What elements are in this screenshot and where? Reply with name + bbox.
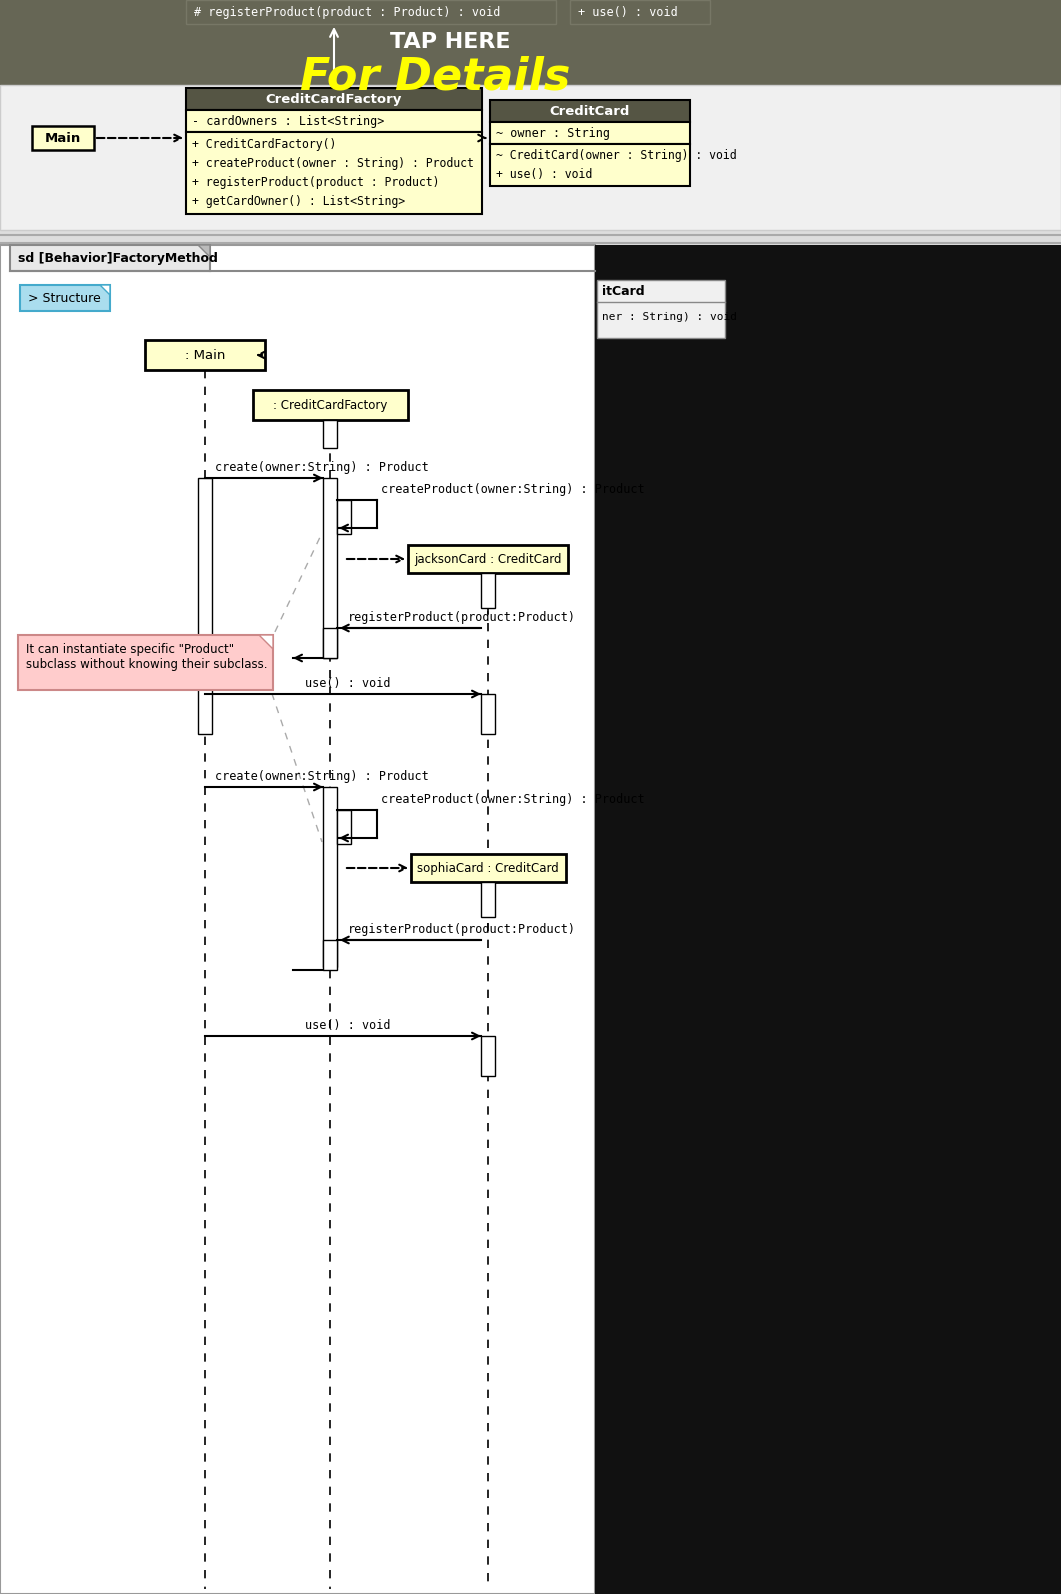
Text: ~ owner : String: ~ owner : String	[495, 126, 610, 140]
Text: itCard: itCard	[602, 284, 645, 298]
Text: jacksonCard : CreditCard: jacksonCard : CreditCard	[414, 553, 561, 566]
Bar	[481, 693, 495, 733]
Bar	[408, 545, 568, 572]
Bar	[0, 234, 1061, 242]
Bar	[481, 881, 495, 917]
Bar	[0, 0, 1061, 215]
Bar	[186, 132, 482, 214]
Text: For Details: For Details	[300, 56, 570, 97]
Bar	[0, 245, 595, 1594]
Text: TAP HERE: TAP HERE	[389, 32, 510, 53]
Text: sophiaCard : CreditCard: sophiaCard : CreditCard	[417, 861, 559, 875]
Bar	[337, 810, 351, 843]
Bar	[10, 245, 210, 271]
Bar	[20, 285, 110, 311]
Text: It can instantiate specific "Product"
subclass without knowing their subclass.: It can instantiate specific "Product" su…	[27, 642, 267, 671]
Bar	[490, 100, 690, 123]
Text: use() : void: use() : void	[305, 1019, 390, 1031]
Polygon shape	[198, 245, 210, 257]
Bar	[323, 419, 337, 448]
Text: > Structure: > Structure	[28, 292, 101, 304]
Text: sd [Behavior]FactoryMethod: sd [Behavior]FactoryMethod	[18, 252, 218, 265]
Text: ner : String) : void: ner : String) : void	[602, 312, 737, 322]
Bar	[186, 110, 482, 132]
Text: + use() : void: + use() : void	[495, 167, 592, 180]
Polygon shape	[259, 634, 273, 649]
Bar	[597, 281, 725, 338]
Text: use() : void: use() : void	[305, 677, 390, 690]
Bar	[186, 88, 482, 110]
Bar	[490, 123, 690, 143]
Text: + getCardOwner() : List<String>: + getCardOwner() : List<String>	[192, 194, 405, 207]
Bar	[323, 940, 337, 971]
Bar	[186, 0, 556, 24]
Text: Main: Main	[45, 131, 81, 145]
Bar	[198, 478, 212, 733]
Bar	[337, 501, 351, 534]
Text: # registerProduct(product : Product) : void: # registerProduct(product : Product) : v…	[194, 5, 501, 19]
Bar	[18, 634, 273, 690]
Text: + registerProduct(product : Product): + registerProduct(product : Product)	[192, 175, 439, 188]
Text: create(owner:String) : Product: create(owner:String) : Product	[215, 770, 429, 783]
Bar	[323, 628, 337, 658]
Text: createProduct(owner:String) : Product: createProduct(owner:String) : Product	[381, 483, 645, 496]
Bar	[145, 340, 265, 370]
Bar	[323, 787, 337, 968]
Bar	[253, 391, 408, 419]
Bar	[570, 0, 710, 24]
Text: : CreditCardFactory: : CreditCardFactory	[273, 398, 387, 411]
Text: CreditCardFactory: CreditCardFactory	[266, 92, 402, 105]
Text: + CreditCardFactory(): + CreditCardFactory()	[192, 137, 336, 150]
Bar	[411, 854, 566, 881]
Bar	[481, 572, 495, 607]
Bar	[490, 143, 690, 186]
Bar	[323, 478, 337, 658]
Text: create(owner:String) : Product: create(owner:String) : Product	[215, 461, 429, 473]
Text: + use() : void: + use() : void	[578, 5, 678, 19]
Bar	[0, 84, 1061, 230]
Bar	[32, 126, 94, 150]
Text: - cardOwners : List<String>: - cardOwners : List<String>	[192, 115, 384, 128]
Text: registerProduct(product:Product): registerProduct(product:Product)	[348, 923, 576, 936]
Text: : Main: : Main	[185, 349, 225, 362]
Polygon shape	[100, 285, 110, 295]
Bar	[595, 245, 1061, 1594]
Text: CreditCard: CreditCard	[550, 105, 630, 118]
Text: createProduct(owner:String) : Product: createProduct(owner:String) : Product	[381, 792, 645, 807]
Text: ~ CreditCard(owner : String) : void: ~ CreditCard(owner : String) : void	[495, 148, 736, 161]
Bar	[481, 1036, 495, 1076]
Text: + createProduct(owner : String) : Product: + createProduct(owner : String) : Produc…	[192, 156, 474, 169]
Text: registerProduct(product:Product): registerProduct(product:Product)	[348, 611, 576, 623]
